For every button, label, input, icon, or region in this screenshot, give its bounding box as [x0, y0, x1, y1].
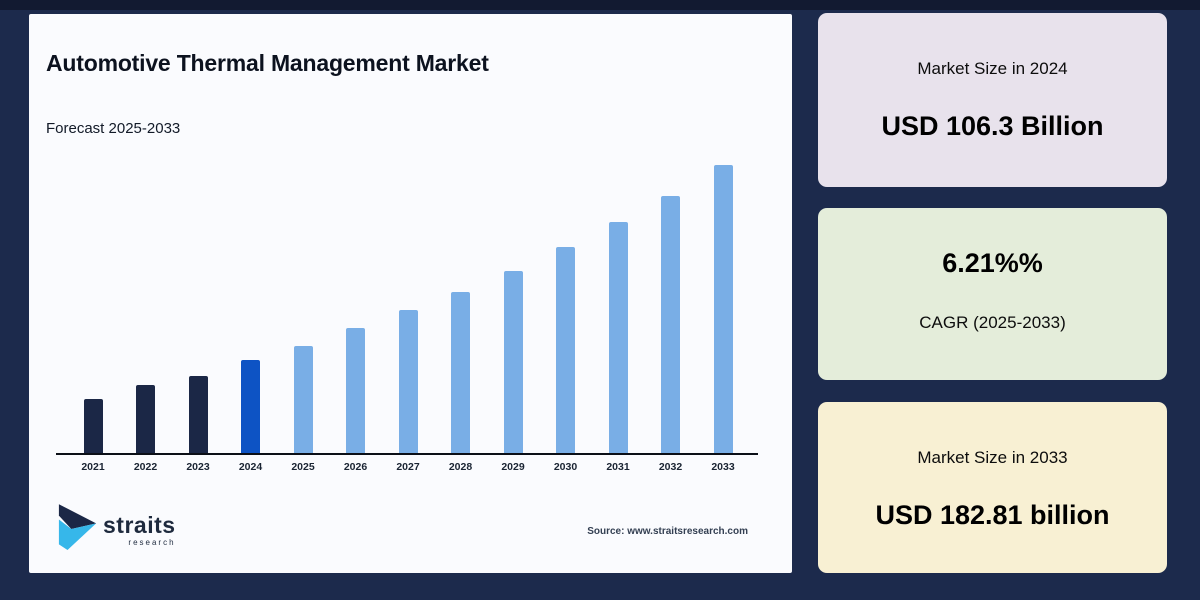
stat-value: 6.21%%: [942, 248, 1043, 278]
stat-label: CAGR (2025-2033): [919, 313, 1066, 332]
x-axis-label-2023: 2023: [186, 461, 210, 473]
top-strip: [0, 0, 1200, 10]
chart-card: Automotive Thermal Management Market For…: [29, 14, 792, 573]
x-axis-label-2033: 2033: [711, 461, 735, 473]
logo-text: straits research: [103, 513, 176, 547]
bar-2025: [293, 346, 313, 453]
chart-subtitle: Forecast 2025-2033: [46, 120, 181, 137]
x-axis-line: [56, 453, 758, 455]
bar-2022: [136, 385, 155, 453]
x-axis-label-2022: 2022: [133, 461, 158, 473]
bar-2021: [83, 399, 103, 453]
stat-card-market-size-2024: Market Size in 2024 USD 106.3 Billion: [818, 13, 1167, 187]
x-axis-label-2025: 2025: [291, 461, 315, 473]
bar-2029: [503, 271, 523, 453]
bar-chart-plot: [56, 162, 758, 453]
source-attribution: Source: www.straitsresearch.com: [587, 526, 748, 537]
x-axis-label-2029: 2029: [501, 461, 525, 473]
bar-2031: [608, 222, 628, 453]
logo-name: straits: [103, 512, 176, 538]
x-axis-label-2021: 2021: [81, 461, 105, 473]
stat-card-cagr: 6.21%% CAGR (2025-2033): [818, 208, 1167, 380]
x-axis-label-2032: 2032: [658, 461, 683, 473]
stat-value: USD 106.3 Billion: [881, 111, 1104, 141]
chart-title: Automotive Thermal Management Market: [46, 50, 489, 76]
stat-value: USD 182.81 billion: [875, 500, 1110, 530]
x-axis-label-2024: 2024: [238, 461, 263, 473]
straits-logo-icon: [58, 504, 97, 551]
x-axis-label-2030: 2030: [553, 461, 578, 473]
bar-2026: [346, 328, 365, 453]
stat-card-market-size-2033: Market Size in 2033 USD 182.81 billion: [818, 402, 1167, 573]
bar-2032: [661, 196, 680, 453]
bar-2023: [188, 376, 208, 453]
bar-2024: [241, 360, 260, 453]
straits-research-logo: straits research: [57, 503, 176, 557]
logo-subtitle: research: [128, 538, 176, 547]
bar-2030: [556, 247, 575, 453]
x-axis-label-2028: 2028: [448, 461, 473, 473]
bar-2027: [398, 310, 418, 453]
stat-label: Market Size in 2024: [917, 59, 1068, 78]
bar-2028: [451, 292, 470, 453]
x-axis-label-2027: 2027: [396, 461, 420, 473]
x-axis-label-2026: 2026: [343, 461, 368, 473]
bar-2033: [713, 165, 733, 453]
x-axis-label-2031: 2031: [606, 461, 630, 473]
stat-label: Market Size in 2033: [917, 448, 1068, 467]
